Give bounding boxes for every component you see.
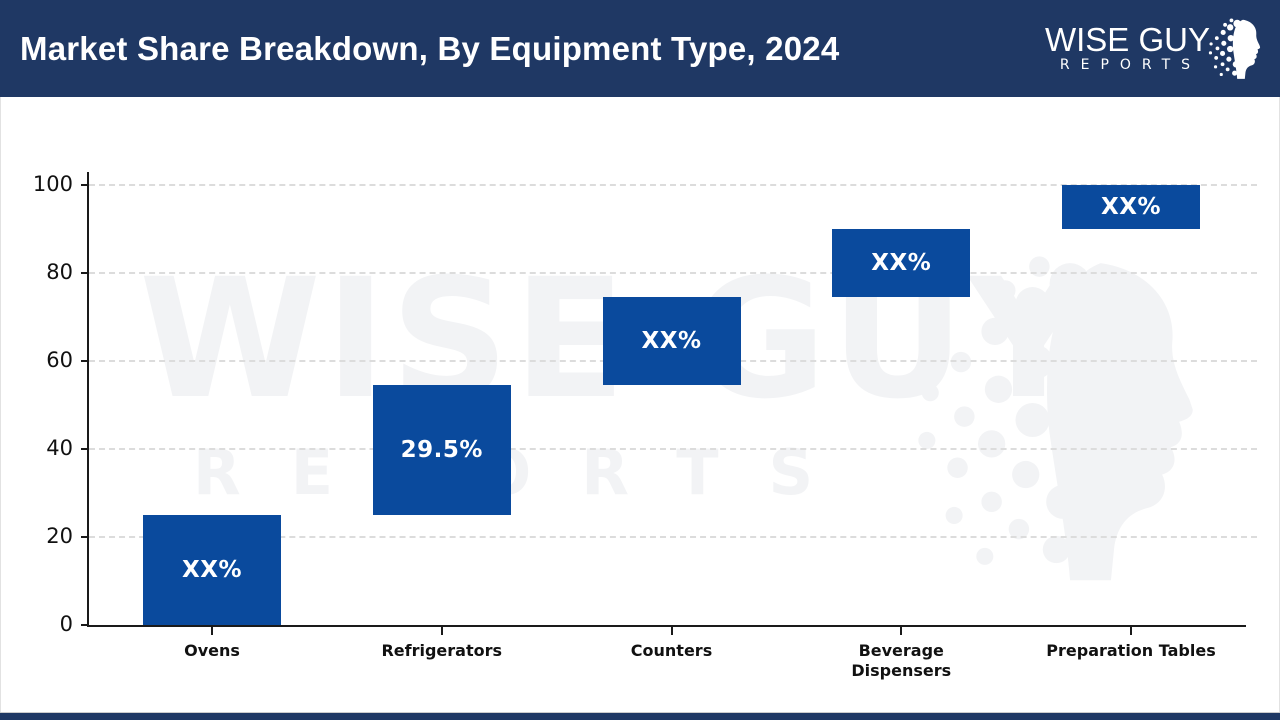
logo-line2: REPORTS bbox=[1059, 57, 1202, 74]
y-tick-mark bbox=[81, 448, 89, 451]
gridline-40 bbox=[89, 448, 1257, 451]
bar-refrigerators: 29.5% bbox=[372, 385, 511, 516]
y-tick-label: 60 bbox=[46, 348, 73, 373]
x-category-label-refrigerators: Refrigerators bbox=[381, 641, 503, 660]
y-tick-mark bbox=[81, 360, 89, 363]
bar-label-refrigerators: 29.5% bbox=[400, 437, 483, 464]
header-bar: Market Share Breakdown, By Equipment Typ… bbox=[0, 0, 1280, 97]
y-tick-mark bbox=[81, 624, 89, 626]
x-tick-mark bbox=[1130, 627, 1132, 635]
bar-label-preparation-tables: XX% bbox=[1100, 194, 1161, 221]
gridline-100 bbox=[89, 184, 1257, 187]
x-tick-mark bbox=[211, 627, 213, 635]
chart-title: Market Share Breakdown, By Equipment Typ… bbox=[20, 29, 840, 67]
gridline-20 bbox=[89, 536, 1257, 539]
y-tick-label: 100 bbox=[32, 172, 73, 197]
x-category-label-counters: Counters bbox=[630, 641, 713, 660]
plot-area: 0 20 40 60 80 100 XX% Ovens 29.5% Refrigerators XX… bbox=[1, 97, 1279, 712]
dotted-head-profile-icon bbox=[1208, 17, 1261, 79]
logo-line1: WISE GUY bbox=[1044, 20, 1210, 58]
footer-bar bbox=[0, 712, 1280, 720]
y-tick-mark bbox=[81, 272, 89, 275]
bar-label-counters: XX% bbox=[641, 328, 702, 355]
bar-label-beverage-dispensers: XX% bbox=[871, 250, 932, 277]
x-tick-mark bbox=[440, 627, 443, 635]
y-axis-line bbox=[87, 172, 89, 627]
bar-preparation-tables: XX% bbox=[1062, 185, 1200, 230]
bar-beverage-dispensers: XX% bbox=[832, 229, 971, 298]
bar-label-ovens: XX% bbox=[181, 557, 242, 584]
y-tick-label: 20 bbox=[46, 524, 73, 549]
x-category-label-beverage-dispensers: Beverage Dispensers bbox=[851, 641, 952, 680]
x-tick-mark bbox=[900, 627, 903, 635]
logo-wordmark: WISE GUY REPORTS bbox=[1044, 20, 1210, 74]
x-category-label-ovens: Ovens bbox=[184, 641, 240, 660]
y-tick-label: 0 bbox=[59, 612, 73, 636]
brand-logo: WISE GUY REPORTS bbox=[1045, 10, 1262, 88]
y-tick-label: 40 bbox=[46, 436, 73, 461]
chart-canvas: WISE GUY REPORTS 0 20 40 60 80 100 XX% Ovens 29.… bbox=[0, 97, 1280, 712]
gridline-80 bbox=[89, 272, 1257, 275]
x-category-label-preparation-tables: Preparation Tables bbox=[1046, 641, 1216, 660]
y-tick-mark bbox=[81, 184, 89, 187]
bar-counters: XX% bbox=[602, 297, 741, 386]
y-tick-label: 80 bbox=[46, 260, 73, 285]
x-axis-line bbox=[87, 625, 1246, 627]
bar-ovens: XX% bbox=[143, 515, 281, 625]
x-tick-mark bbox=[670, 627, 673, 635]
y-tick-mark bbox=[81, 536, 89, 539]
